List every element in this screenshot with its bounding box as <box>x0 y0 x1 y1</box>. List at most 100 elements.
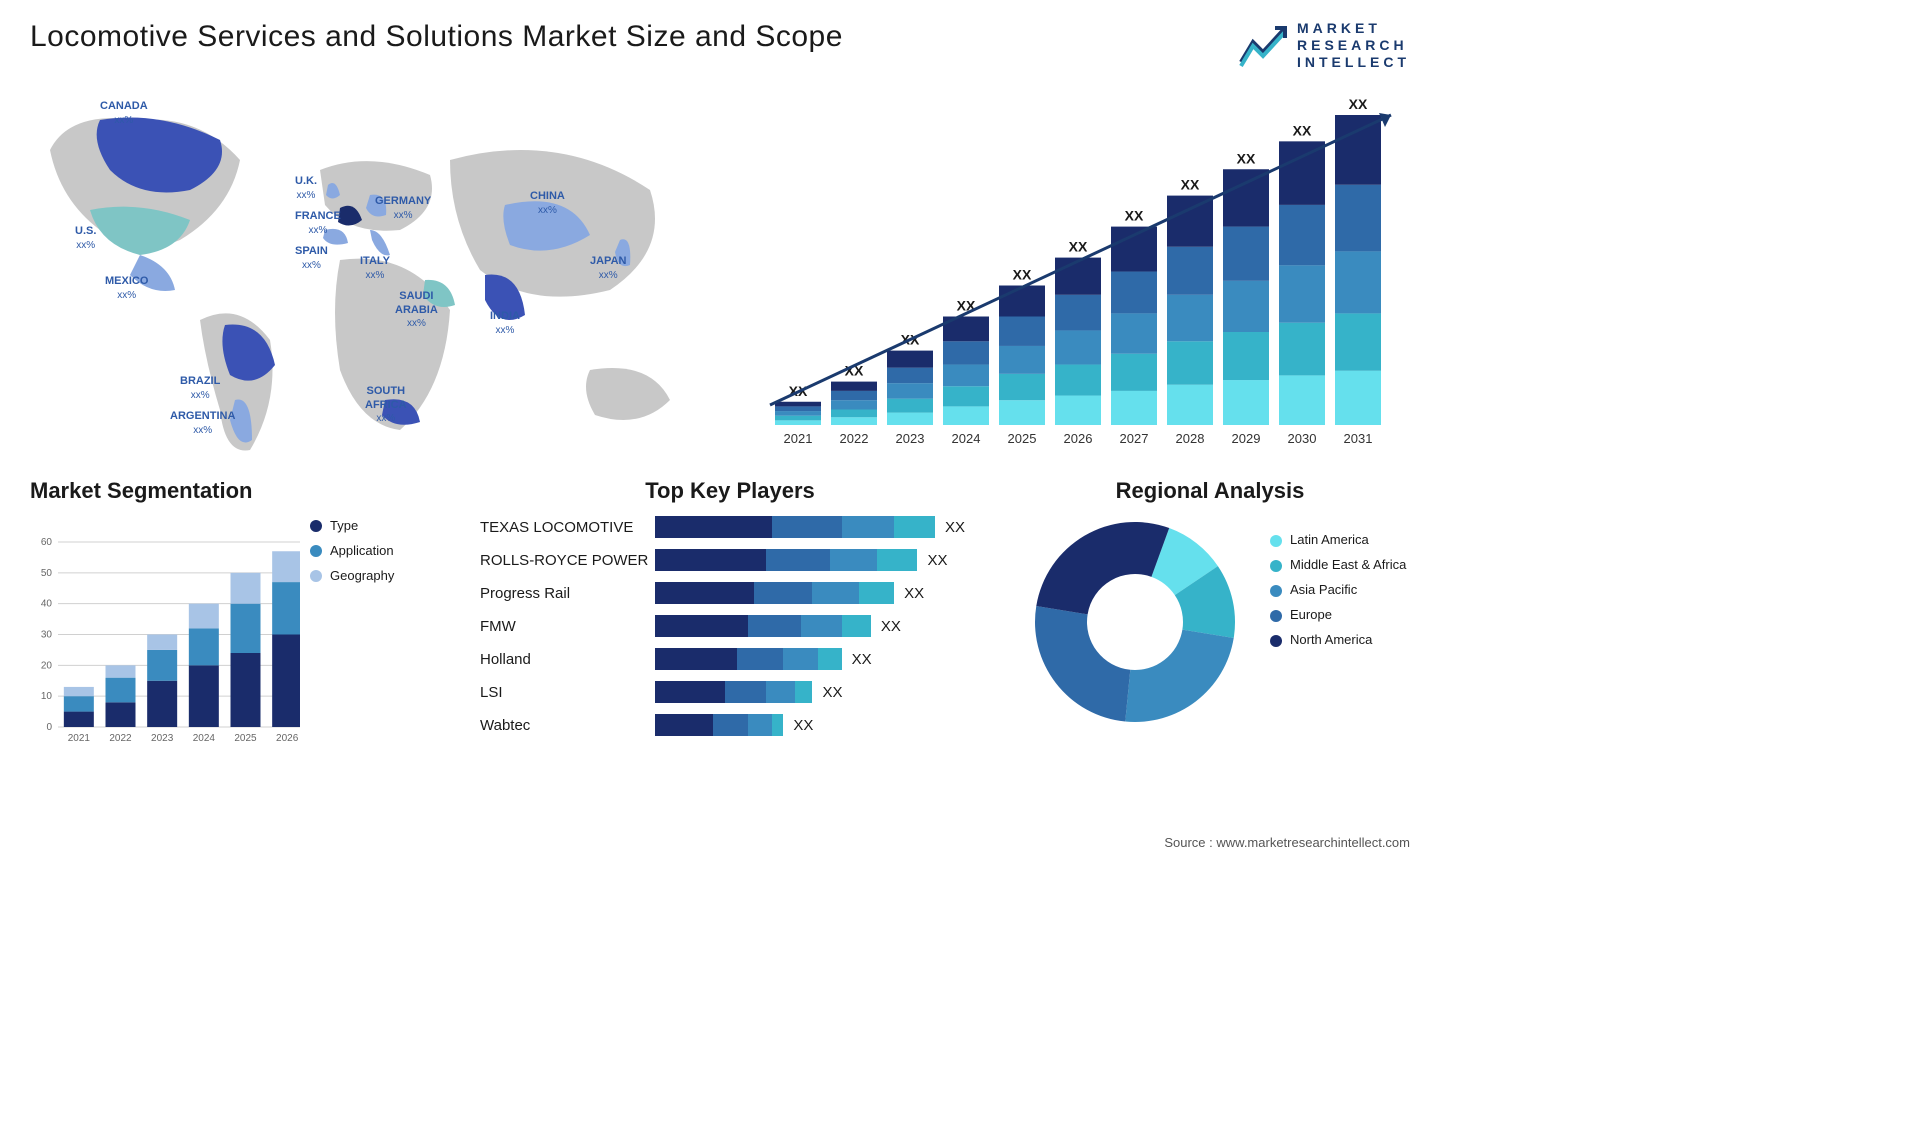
svg-text:XX: XX <box>1349 96 1368 112</box>
svg-text:2031: 2031 <box>1344 431 1373 446</box>
world-map-panel: CANADAxx% U.S.xx% MEXICOxx% BRAZILxx% ARGENT… <box>30 80 710 470</box>
map-label: SPAINxx% <box>295 245 328 271</box>
map-label: BRAZILxx% <box>180 375 220 401</box>
legend-item: Middle East & Africa <box>1270 557 1410 572</box>
segmentation-chart: 0 10 20 30 40 50 60 2021 2022 2023 2024 2025 2026 <box>30 512 300 752</box>
legend-item: Latin America <box>1270 532 1410 547</box>
svg-text:30: 30 <box>41 630 53 641</box>
player-row: LSI XX <box>480 677 980 707</box>
svg-text:2029: 2029 <box>1232 431 1261 446</box>
player-bar <box>655 582 894 604</box>
map-label: CHINAxx% <box>530 190 565 216</box>
player-row: ROLLS-ROYCE POWER XX <box>480 545 980 575</box>
player-name: Holland <box>480 651 655 668</box>
player-bar <box>655 516 935 538</box>
player-name: Progress Rail <box>480 585 655 602</box>
player-bar <box>655 549 918 571</box>
legend-item: Application <box>310 543 450 558</box>
player-bar <box>655 714 783 736</box>
map-label: JAPANxx% <box>590 255 626 281</box>
player-bar <box>655 681 813 703</box>
map-label: ITALYxx% <box>360 255 390 281</box>
regional-analysis-panel: Regional Analysis Latin America Middle Ea… <box>1010 478 1410 768</box>
map-label: ARGENTINAxx% <box>170 410 235 436</box>
svg-text:40: 40 <box>41 599 53 610</box>
source-attribution: Source : www.marketresearchintellect.com <box>1164 835 1410 850</box>
logo-icon <box>1239 22 1289 68</box>
svg-text:2021: 2021 <box>784 431 813 446</box>
segmentation-title: Market Segmentation <box>30 478 310 504</box>
svg-text:2023: 2023 <box>896 431 925 446</box>
player-value: XX <box>904 585 924 602</box>
map-label: GERMANYxx% <box>375 195 431 221</box>
svg-text:2026: 2026 <box>276 733 299 744</box>
svg-text:2023: 2023 <box>151 733 174 744</box>
player-row: TEXAS LOCOMOTIVE XX <box>480 512 980 542</box>
svg-text:XX: XX <box>1293 123 1312 139</box>
segmentation-legend: Type Application Geography <box>310 478 450 768</box>
player-name: ROLLS-ROYCE POWER <box>480 552 655 569</box>
svg-text:2022: 2022 <box>109 733 132 744</box>
svg-text:2021: 2021 <box>68 733 91 744</box>
logo-text-2: RESEARCH <box>1297 37 1410 54</box>
svg-text:2025: 2025 <box>1008 431 1037 446</box>
svg-text:2025: 2025 <box>234 733 257 744</box>
map-label: SAUDIARABIAxx% <box>395 290 438 330</box>
legend-item: Geography <box>310 568 450 583</box>
player-bar <box>655 648 842 670</box>
legend-item: Europe <box>1270 607 1410 622</box>
svg-text:50: 50 <box>41 568 53 579</box>
regional-title: Regional Analysis <box>1010 478 1410 504</box>
svg-text:10: 10 <box>41 692 53 703</box>
market-size-chart: XX 2021 XX 2022 XX 2023 XX 2024 XX 2025 XX 2026 XX 20… <box>750 80 1410 470</box>
svg-text:2028: 2028 <box>1176 431 1205 446</box>
svg-text:XX: XX <box>1181 177 1200 193</box>
svg-text:2030: 2030 <box>1288 431 1317 446</box>
map-label: SOUTHAFRICAxx% <box>365 385 407 425</box>
player-value: XX <box>928 552 948 569</box>
brand-logo: MARKET RESEARCH INTELLECT <box>1239 20 1410 70</box>
svg-text:2024: 2024 <box>952 431 981 446</box>
player-name: FMW <box>480 618 655 635</box>
regional-legend: Latin America Middle East & Africa Asia Pa… <box>1260 512 1410 732</box>
svg-text:60: 60 <box>41 537 53 548</box>
map-label: INDIAxx% <box>490 310 520 336</box>
page-title: Locomotive Services and Solutions Market… <box>30 20 843 54</box>
svg-text:2026: 2026 <box>1064 431 1093 446</box>
map-label: U.S.xx% <box>75 225 96 251</box>
map-label: U.K.xx% <box>295 175 317 201</box>
player-name: Wabtec <box>480 717 655 734</box>
player-value: XX <box>823 684 843 701</box>
svg-text:XX: XX <box>1125 208 1144 224</box>
player-row: FMW XX <box>480 611 980 641</box>
key-players-panel: Top Key Players TEXAS LOCOMOTIVEXXROLLS-… <box>480 478 980 768</box>
player-value: XX <box>945 519 965 536</box>
player-name: TEXAS LOCOMOTIVE <box>480 519 655 536</box>
key-players-title: Top Key Players <box>480 478 980 504</box>
map-label: MEXICOxx% <box>105 275 148 301</box>
legend-item: Type <box>310 518 450 533</box>
svg-text:0: 0 <box>46 722 52 733</box>
svg-text:XX: XX <box>1237 151 1256 167</box>
svg-text:2024: 2024 <box>193 733 216 744</box>
player-name: LSI <box>480 684 655 701</box>
svg-text:XX: XX <box>1069 239 1088 255</box>
player-bar <box>655 615 871 637</box>
regional-donut-chart <box>1025 512 1245 732</box>
segmentation-panel: Market Segmentation 0 10 20 30 40 50 60 2021 202… <box>30 478 450 768</box>
map-label: FRANCExx% <box>295 210 341 236</box>
player-row: Wabtec XX <box>480 710 980 740</box>
map-label: CANADAxx% <box>100 100 148 126</box>
player-row: HollandXX <box>480 644 980 674</box>
legend-item: Asia Pacific <box>1270 582 1410 597</box>
logo-text-1: MARKET <box>1297 20 1410 37</box>
legend-item: North America <box>1270 632 1410 647</box>
svg-text:2022: 2022 <box>840 431 869 446</box>
logo-text-3: INTELLECT <box>1297 54 1410 71</box>
svg-text:20: 20 <box>41 661 53 672</box>
player-row: Progress Rail XX <box>480 578 980 608</box>
player-value: XX <box>793 717 813 734</box>
svg-text:XX: XX <box>1013 267 1032 283</box>
svg-text:2027: 2027 <box>1120 431 1149 446</box>
player-value: XX <box>881 618 901 635</box>
